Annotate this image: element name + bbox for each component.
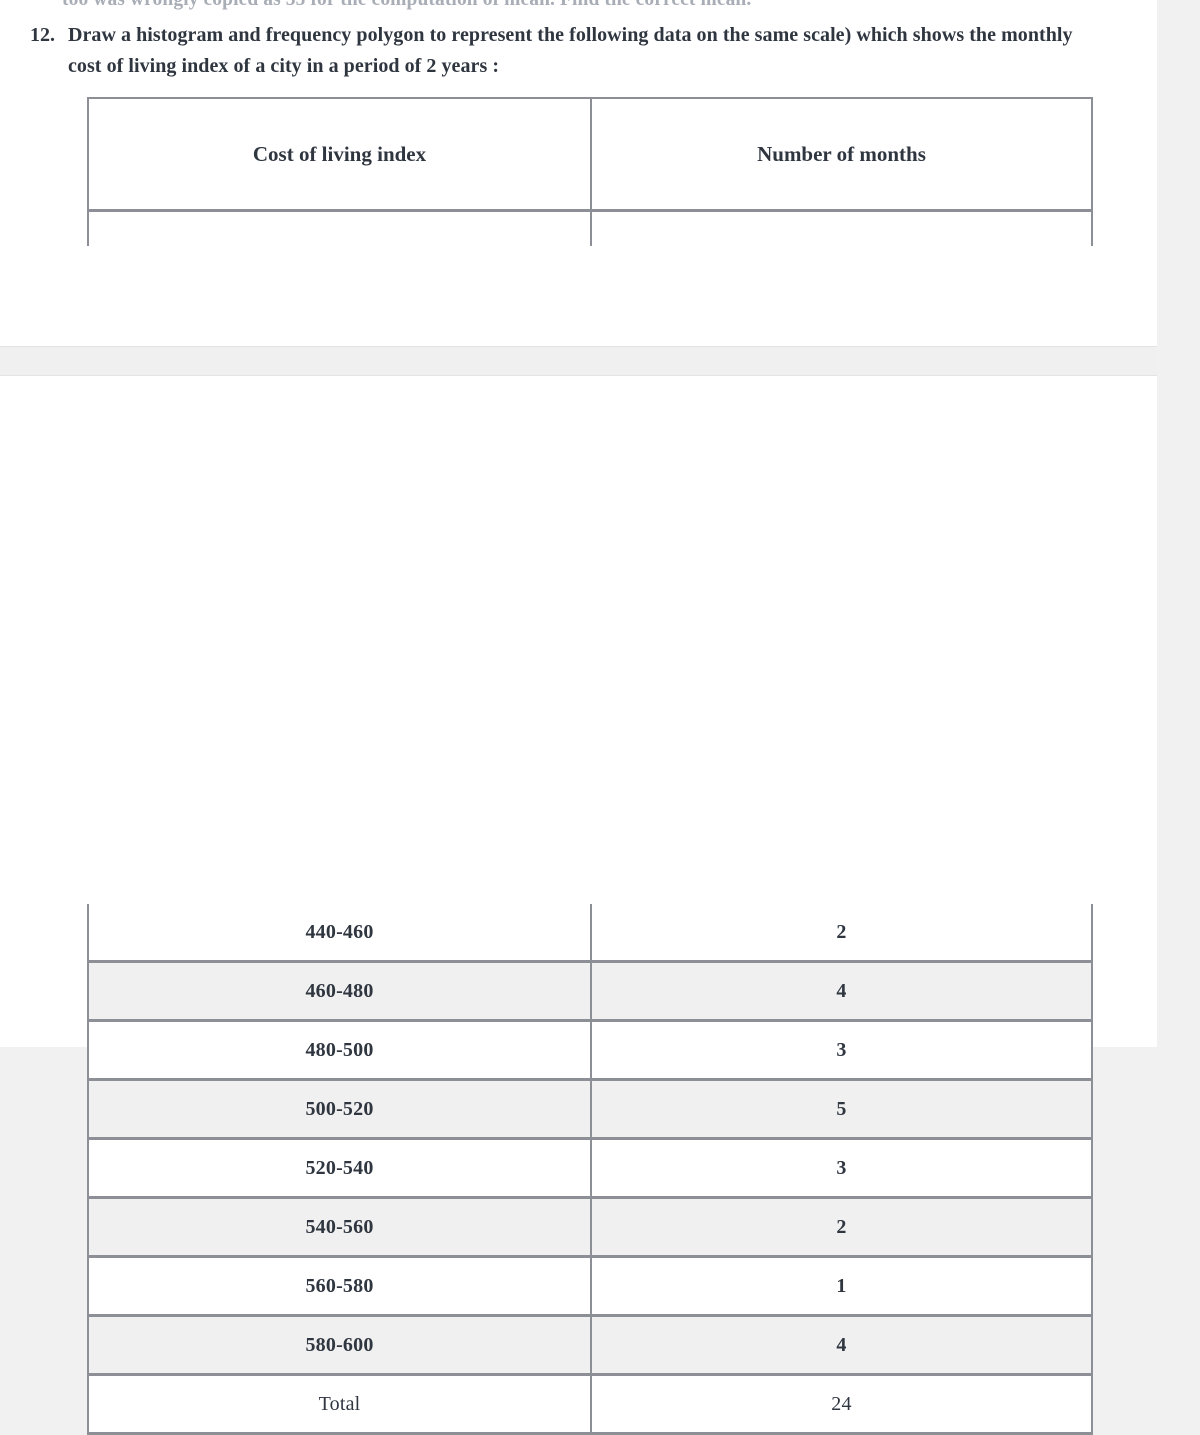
table-row: 460-480 4 xyxy=(87,961,1093,1022)
cell-cost-of-living-index: 460-480 xyxy=(87,961,592,1022)
table-row: 540-560 2 xyxy=(87,1197,1093,1258)
cell-cost-of-living-index: 500-520 xyxy=(87,1079,592,1140)
document-card-bottom: 440-460 2 460-480 4 480-500 3 500-520 5 … xyxy=(0,376,1157,1435)
table-row: 500-520 5 xyxy=(87,1079,1093,1140)
cell-total-months: 24 xyxy=(590,1374,1093,1435)
cell-number-of-months: 3 xyxy=(590,1138,1093,1199)
card-separator-band xyxy=(0,346,1157,376)
stub-cell-left xyxy=(87,210,592,246)
cell-number-of-months: 1 xyxy=(590,1256,1093,1317)
table-header-row: Cost of living index Number of months xyxy=(87,97,1093,212)
cell-number-of-months: 3 xyxy=(590,1020,1093,1081)
table-row: 520-540 3 xyxy=(87,1138,1093,1199)
document-card-top: too was wrongly copied as 35 for the com… xyxy=(0,0,1157,346)
cell-cost-of-living-index: 540-560 xyxy=(87,1197,592,1258)
cell-number-of-months: 2 xyxy=(590,904,1093,963)
cell-cost-of-living-index: 520-540 xyxy=(87,1138,592,1199)
cell-number-of-months: 4 xyxy=(590,1315,1093,1376)
cell-number-of-months: 2 xyxy=(590,1197,1093,1258)
cell-cost-of-living-index: 440-460 xyxy=(87,904,592,963)
question-number: 12. xyxy=(30,24,55,46)
cell-cost-of-living-index: 480-500 xyxy=(87,1020,592,1081)
table-row-partial-stub xyxy=(87,210,1093,246)
frequency-table-body: 440-460 2 460-480 4 480-500 3 500-520 5 … xyxy=(87,904,1093,1435)
table-row: 480-500 3 xyxy=(87,1020,1093,1081)
clipped-previous-question-line: too was wrongly copied as 35 for the com… xyxy=(62,0,1102,11)
column-header-cost-of-living-index: Cost of living index xyxy=(87,97,592,212)
stub-cell-right xyxy=(590,210,1093,246)
table-row: 580-600 4 xyxy=(87,1315,1093,1376)
cell-total-label: Total xyxy=(87,1374,592,1435)
cell-cost-of-living-index: 560-580 xyxy=(87,1256,592,1317)
cell-cost-of-living-index: 580-600 xyxy=(87,1315,592,1376)
cell-number-of-months: 4 xyxy=(590,961,1093,1022)
question-text: Draw a histogram and frequency polygon t… xyxy=(68,24,1073,77)
question-block: 12. Draw a histogram and frequency polyg… xyxy=(30,20,1100,82)
table-row-total: Total 24 xyxy=(87,1374,1093,1435)
table-row: 560-580 1 xyxy=(87,1256,1093,1317)
table-row: 440-460 2 xyxy=(87,904,1093,963)
cell-number-of-months: 5 xyxy=(590,1079,1093,1140)
frequency-table-header: Cost of living index Number of months xyxy=(87,97,1093,246)
column-header-number-of-months: Number of months xyxy=(590,97,1093,212)
